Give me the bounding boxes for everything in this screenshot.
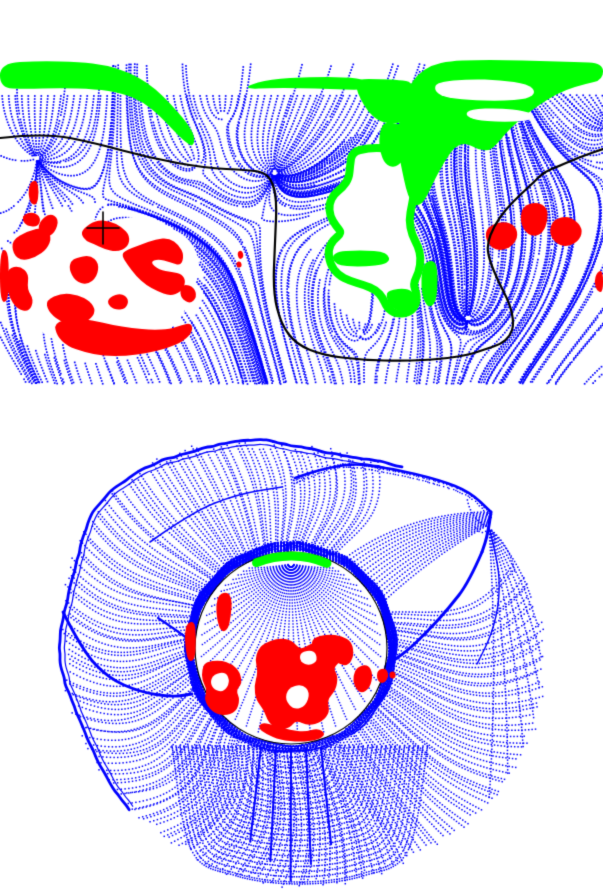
figure-canvas [0,0,603,893]
solar-magnetic-field-figure [0,0,603,893]
